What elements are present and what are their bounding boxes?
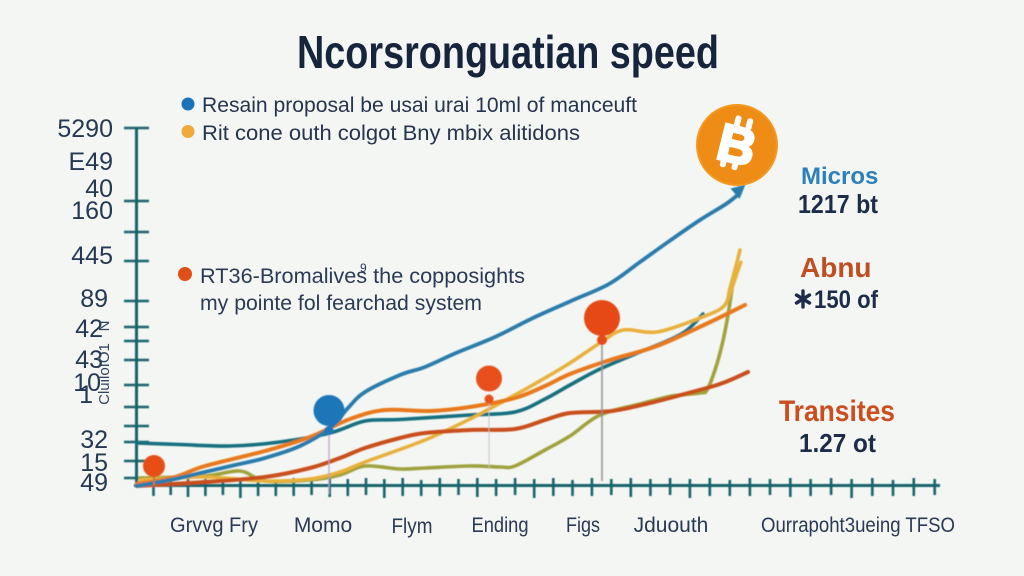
svg-text:N: N <box>96 321 113 332</box>
svg-text:Jduouth: Jduouth <box>634 514 709 537</box>
svg-text:Ending: Ending <box>472 514 529 537</box>
svg-text:Figs: Figs <box>566 514 600 537</box>
svg-text:42: 42 <box>75 315 103 343</box>
svg-text:Ourrapoht3ueing TFSO: Ourrapoht3ueing TFSO <box>761 514 955 537</box>
svg-text:1217 bt: 1217 bt <box>798 189 878 219</box>
svg-text:Ncorsronguatian speed: Ncorsronguatian speed <box>297 26 719 78</box>
svg-text:15: 15 <box>80 449 108 477</box>
svg-text:9: 9 <box>360 261 367 275</box>
svg-text:5290: 5290 <box>57 115 113 143</box>
svg-text:Flym: Flym <box>392 515 433 538</box>
svg-text:Momo: Momo <box>294 514 352 537</box>
svg-text:my pointe fol fearchad system: my pointe fol fearchad system <box>200 292 482 315</box>
svg-text:160: 160 <box>71 197 113 225</box>
svg-text:CluiloIO1: CluiloIO1 <box>96 343 113 405</box>
svg-text:150 of: 150 of <box>814 286 879 314</box>
svg-text:445: 445 <box>71 242 113 270</box>
svg-text:E49: E49 <box>69 148 113 176</box>
svg-text:43: 43 <box>75 346 103 374</box>
svg-text:1.27 ot: 1.27 ot <box>799 428 876 458</box>
svg-text:Abnu: Abnu <box>800 252 872 283</box>
svg-text:10: 10 <box>73 369 101 397</box>
svg-text:89: 89 <box>80 285 108 313</box>
svg-text:32: 32 <box>80 426 108 454</box>
svg-text:Transites: Transites <box>779 395 895 428</box>
svg-text:Rit cone outh colgot Bny mbix: Rit cone outh colgot Bny mbix alitidons <box>202 122 580 145</box>
svg-text:Resain proposal be usai urai 1: Resain proposal be usai urai 10ml of man… <box>202 94 637 117</box>
svg-text:Grvvg Fry: Grvvg Fry <box>170 514 258 537</box>
svg-text:49: 49 <box>80 469 108 497</box>
svg-text:1: 1 <box>79 381 93 409</box>
svg-text:RT36-Bromalives the copposight: RT36-Bromalives the copposights <box>200 265 525 288</box>
svg-text:Micros: Micros <box>801 163 878 190</box>
svg-text:40: 40 <box>85 175 113 203</box>
